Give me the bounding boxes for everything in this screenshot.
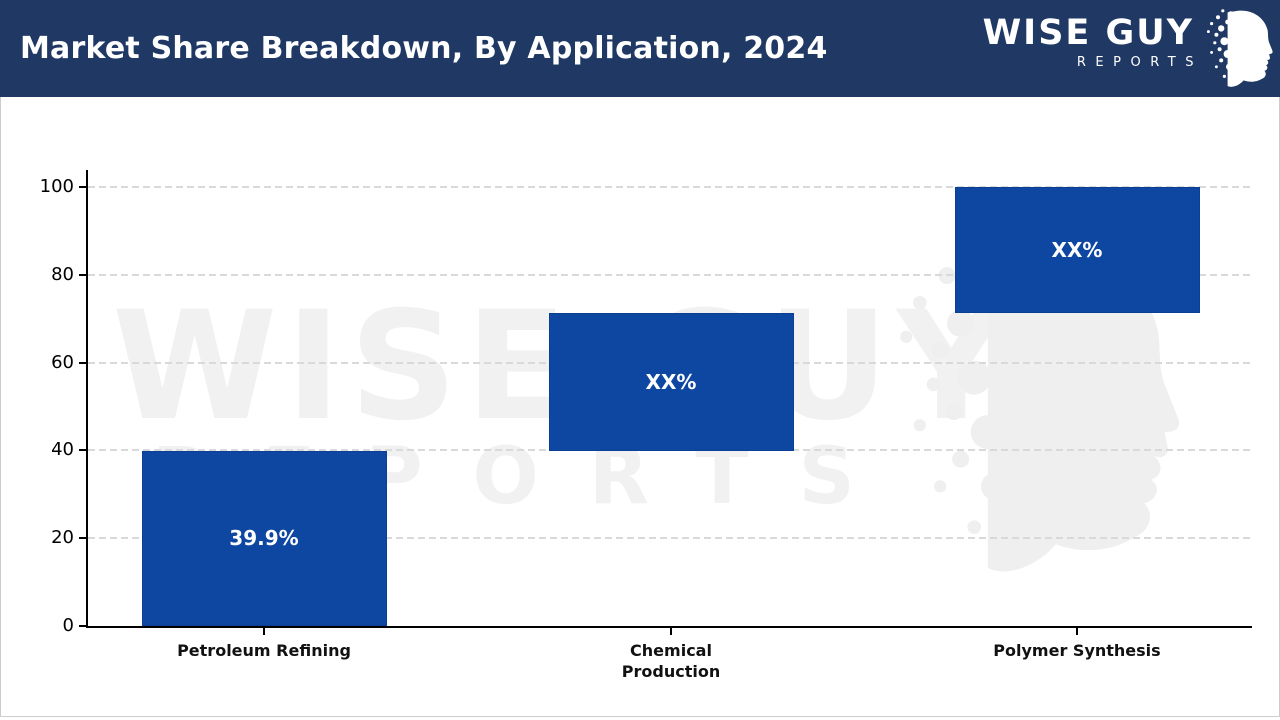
x-tick-2 (1076, 628, 1078, 635)
x-category-label-1: Chemical Production (621, 641, 721, 681)
x-axis-line (86, 626, 1252, 628)
y-tick-60 (79, 361, 87, 364)
bar-1 (548, 313, 794, 451)
gridline-100 (88, 186, 1252, 188)
y-tick-label-40: 40 (51, 439, 74, 461)
bar-0 (141, 450, 387, 626)
frame-bottom-border (0, 716, 1280, 717)
y-tick-label-0: 0 (62, 615, 74, 636)
x-tick-1 (670, 628, 672, 635)
y-tick-40 (79, 449, 87, 452)
y-tick-20 (79, 537, 87, 540)
wiseguy-face-icon (1206, 9, 1273, 87)
chart-title: Market Share Breakdown, By Application, … (20, 31, 828, 66)
gridline-80 (88, 273, 1252, 276)
y-tick-label-60: 60 (51, 351, 74, 373)
y-tick-0 (79, 625, 87, 627)
logo-reports-text: REPORTS (1076, 54, 1203, 70)
bar-value-label-1: XX% (645, 370, 697, 395)
bar-value-label-2: XX% (1051, 238, 1103, 263)
y-tick-label-80: 80 (51, 263, 74, 285)
x-category-label-0: Petroleum Refining (177, 641, 351, 660)
frame-left-border (0, 97, 1, 717)
bar-value-label-0: 39.9% (229, 526, 299, 551)
x-category-label-2: Polymer Synthesis (993, 641, 1161, 660)
header-banner: Market Share Breakdown, By Application, … (0, 0, 1280, 97)
gridline-20 (88, 537, 1252, 540)
y-tick-80 (79, 273, 87, 276)
y-axis-line (86, 170, 88, 628)
wiseguy-logo: WISE GUY REPORTS (983, 14, 1194, 70)
y-tick-100 (79, 186, 87, 188)
x-tick-0 (263, 628, 265, 635)
bar-2 (954, 187, 1200, 314)
y-tick-label-20: 20 (51, 527, 74, 549)
y-tick-label-100: 100 (39, 176, 74, 197)
logo-wiseguy-text: WISE GUY (982, 13, 1194, 53)
